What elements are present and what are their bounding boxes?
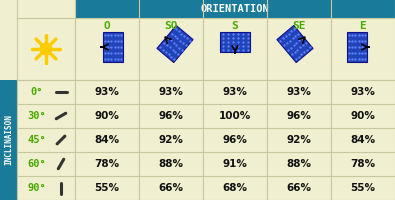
Polygon shape <box>157 25 193 63</box>
Text: S: S <box>231 21 238 31</box>
Circle shape <box>40 43 52 55</box>
Text: 96%: 96% <box>158 111 183 121</box>
Bar <box>75 0 395 18</box>
Text: ORIENTATION: ORIENTATION <box>201 4 269 14</box>
Text: 100%: 100% <box>219 111 251 121</box>
Text: 90%: 90% <box>94 111 119 121</box>
Bar <box>0 80 17 200</box>
Text: 78%: 78% <box>94 159 120 169</box>
Text: 68%: 68% <box>222 183 248 193</box>
Text: 96%: 96% <box>286 111 311 121</box>
Text: 93%: 93% <box>286 87 311 97</box>
Text: 93%: 93% <box>158 87 183 97</box>
Text: 92%: 92% <box>286 135 311 145</box>
Text: 30°: 30° <box>28 111 46 121</box>
Text: 96%: 96% <box>222 135 247 145</box>
Polygon shape <box>103 32 123 62</box>
Text: 90%: 90% <box>351 111 375 121</box>
Text: 0°: 0° <box>31 87 43 97</box>
Text: E: E <box>359 21 367 31</box>
Text: 60°: 60° <box>28 159 46 169</box>
Text: 88%: 88% <box>286 159 312 169</box>
Text: 93%: 93% <box>222 87 247 97</box>
Text: 84%: 84% <box>350 135 376 145</box>
Text: 92%: 92% <box>158 135 183 145</box>
Text: 78%: 78% <box>350 159 376 169</box>
Text: 66%: 66% <box>158 183 184 193</box>
Text: 91%: 91% <box>222 159 247 169</box>
Text: SO: SO <box>164 21 178 31</box>
Polygon shape <box>277 25 313 63</box>
Text: 93%: 93% <box>94 87 119 97</box>
Text: O: O <box>103 21 110 31</box>
Text: INCLINAISON: INCLINAISON <box>4 115 13 165</box>
Text: SE: SE <box>292 21 306 31</box>
Text: 55%: 55% <box>94 183 120 193</box>
Text: 90°: 90° <box>28 183 46 193</box>
Polygon shape <box>347 32 367 62</box>
Text: 55%: 55% <box>350 183 376 193</box>
Text: 45°: 45° <box>28 135 46 145</box>
Polygon shape <box>220 32 250 52</box>
Text: 84%: 84% <box>94 135 120 145</box>
Text: 93%: 93% <box>351 87 375 97</box>
Text: 88%: 88% <box>158 159 184 169</box>
Text: 66%: 66% <box>286 183 312 193</box>
